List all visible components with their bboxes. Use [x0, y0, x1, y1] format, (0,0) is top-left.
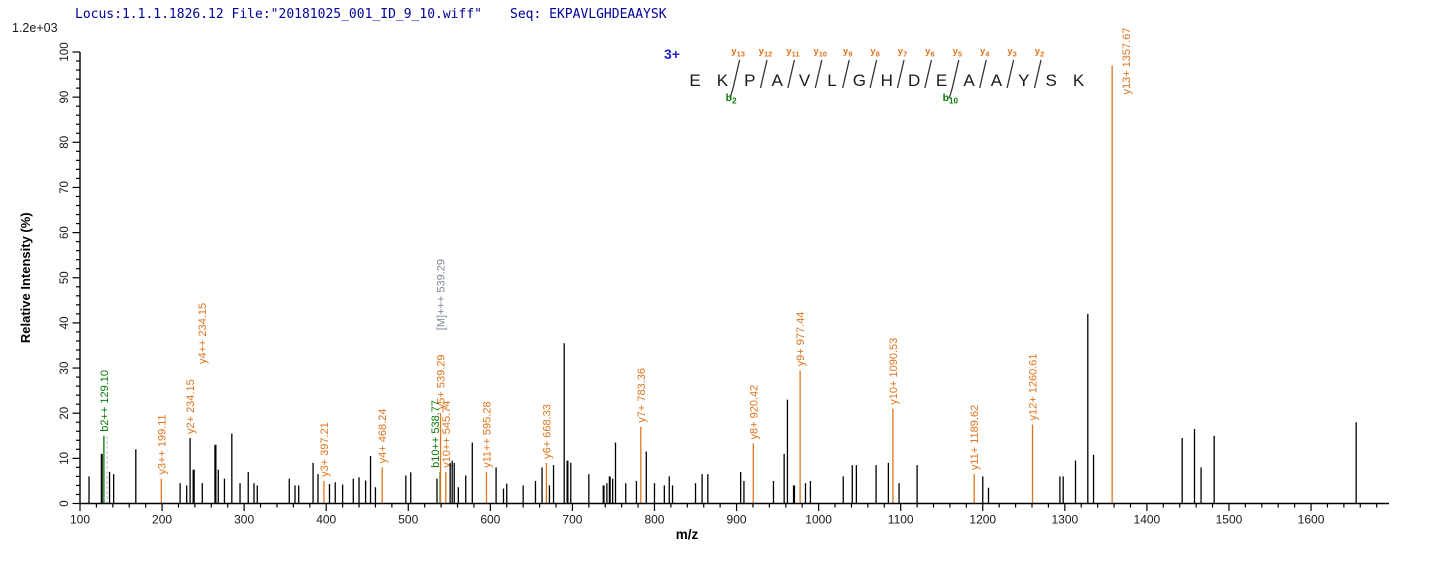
- x-tick-label: 1400: [1134, 513, 1161, 527]
- residue-letter: A: [772, 71, 784, 90]
- x-tick-label: 300: [234, 513, 254, 527]
- residue-letter: L: [827, 71, 836, 90]
- residue-letter: A: [963, 71, 975, 90]
- y-tick-label: 60: [59, 226, 71, 239]
- residue-letter: G: [853, 71, 866, 90]
- y-tick-label: 100: [59, 42, 71, 61]
- y-axis-title: Relative Intensity (%): [18, 212, 33, 343]
- b-ion-tag: b2: [726, 92, 737, 106]
- x-tick-label: 1000: [805, 513, 832, 527]
- residue-letter: P: [744, 71, 755, 90]
- y-tick-label: 70: [59, 181, 71, 194]
- x-tick-label: 700: [562, 513, 582, 527]
- x-axis-title: m/z: [676, 527, 699, 542]
- fragment-divider: [924, 59, 933, 89]
- x-tick-label: 800: [644, 513, 664, 527]
- x-tick-label: 1300: [1051, 513, 1078, 527]
- y-tick-label: 0: [59, 500, 71, 506]
- ion-label: y3+ 397.21: [319, 422, 331, 477]
- x-tick-label: 400: [316, 513, 336, 527]
- y-ion-tag: y11: [786, 46, 799, 59]
- y-tick-label: 50: [59, 271, 71, 284]
- b-fragment-foot: [729, 87, 734, 99]
- fragment-divider: [869, 59, 878, 89]
- ion-label: y4++ 234.15: [197, 303, 209, 364]
- y-ion-tag: y10: [813, 46, 827, 59]
- fragment-divider: [1006, 59, 1015, 89]
- y-ion-tag: y7: [898, 46, 907, 59]
- ion-label: y2+ 234.15: [185, 379, 197, 434]
- residue-letter: K: [1073, 71, 1085, 90]
- y-ion-tag: y12: [759, 46, 773, 59]
- ion-label: y12+ 1260.61: [1028, 354, 1040, 421]
- locus-file-label: Locus:1.1.1.1826.12 File:"20181025_001_I…: [75, 7, 482, 22]
- fragment-divider: [732, 59, 741, 89]
- x-tick-label: 900: [727, 513, 747, 527]
- ion-label: [M]+++ 539.29: [436, 259, 448, 330]
- y-ion-tag: y8: [870, 46, 879, 59]
- ion-label: y10+ 1090.53: [888, 338, 900, 405]
- ion-label: y5+ 539.29: [436, 354, 448, 409]
- fragment-divider: [842, 59, 850, 89]
- residue-letter: Y: [1018, 71, 1029, 90]
- fragment-divider: [1033, 59, 1042, 89]
- x-tick-label: 1500: [1216, 513, 1243, 527]
- y-tick-label: 90: [59, 91, 71, 104]
- b-fragment-foot: [948, 87, 953, 99]
- residue-letter: H: [881, 71, 893, 90]
- x-tick-label: 1200: [969, 513, 996, 527]
- y-ion-tag: y9: [843, 46, 852, 59]
- y-ion-tag: y6: [925, 46, 934, 59]
- residue-letter: A: [991, 71, 1003, 90]
- intensity-scale-note: 1.2e+03: [12, 21, 58, 35]
- residue-letter: E: [936, 71, 947, 90]
- ion-label: y11++ 595.28: [481, 401, 493, 467]
- ion-label: y3++ 199.11: [156, 414, 168, 474]
- x-tick-label: 200: [152, 513, 172, 527]
- fragment-divider: [979, 59, 987, 89]
- precursor-charge-label: 3+: [664, 46, 680, 62]
- ion-label: y13+ 1357.67: [1121, 28, 1133, 95]
- residue-letter: D: [908, 71, 920, 90]
- y-ion-tag: y4: [980, 46, 990, 59]
- y-ion-tag: y2: [1035, 46, 1044, 59]
- fragment-divider: [787, 59, 796, 89]
- y-tick-label: 20: [59, 407, 71, 420]
- y-ion-tag: y5: [953, 46, 962, 59]
- residue-letter: E: [689, 71, 700, 90]
- y-ion-tag: y13: [731, 46, 745, 59]
- residue-letter: V: [799, 71, 811, 90]
- y-tick-label: 40: [59, 317, 71, 330]
- ion-label: y6+ 668.33: [541, 404, 553, 459]
- ion-label: y9+ 977.44: [795, 312, 807, 367]
- b-ion-tag: b10: [943, 92, 959, 106]
- x-tick-label: 600: [480, 513, 500, 527]
- fragment-divider: [896, 59, 905, 89]
- x-tick-label: 1600: [1298, 513, 1325, 527]
- y-tick-label: 80: [59, 136, 71, 149]
- x-tick-label: 1100: [888, 513, 914, 527]
- x-tick-label: 100: [70, 513, 90, 527]
- fragment-divider: [951, 59, 960, 89]
- ion-label: y4+ 468.24: [377, 409, 389, 464]
- y-tick-label: 30: [59, 362, 71, 375]
- ion-label: y7+ 783.36: [636, 368, 648, 423]
- y-ion-tag: y3: [1007, 46, 1016, 59]
- fragment-divider: [814, 59, 823, 89]
- fragment-divider: [759, 59, 768, 89]
- ion-label: b2++ 129.10: [99, 370, 111, 432]
- ion-label: b10++ 538.77: [430, 400, 442, 468]
- ion-label: y8+ 920.42: [748, 385, 760, 440]
- y-tick-label: 10: [59, 452, 71, 465]
- sequence-header-label: Seq: EKPAVLGHDEAAYSK: [510, 7, 667, 22]
- residue-letter: S: [1046, 71, 1057, 90]
- x-tick-label: 500: [398, 513, 418, 527]
- residue-letter: K: [717, 71, 729, 90]
- ion-label: y10++ 545.74: [441, 401, 453, 468]
- ion-label: y11+ 1189.62: [969, 405, 981, 470]
